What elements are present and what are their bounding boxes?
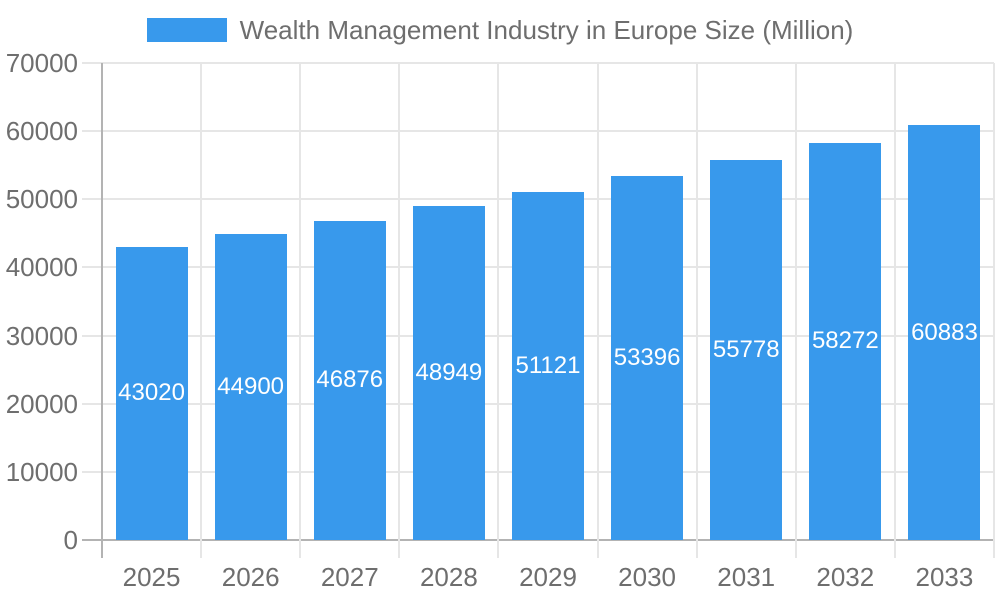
y-axis-tick-label: 10000	[5, 456, 78, 487]
gridline-horizontal	[82, 62, 994, 64]
bar-value-label: 58272	[811, 327, 879, 355]
gridline-vertical	[398, 63, 401, 558]
y-axis-tick-label: 70000	[5, 48, 78, 78]
x-axis-tick-label: 2032	[816, 562, 875, 592]
bar-2027	[313, 220, 386, 540]
gridline-vertical	[497, 63, 500, 558]
x-axis-tick-label: 2031	[717, 562, 776, 592]
gridline-vertical	[596, 63, 599, 558]
bar-2031	[710, 159, 783, 540]
chart-legend: Wealth Management Industry in Europe Siz…	[0, 14, 1000, 46]
bar-value-label: 60883	[911, 318, 978, 346]
bar-2030	[611, 176, 684, 540]
bar-2025	[115, 246, 188, 540]
x-axis-tick-label: 2025	[122, 562, 181, 592]
x-axis-tick-label: 2030	[618, 562, 677, 592]
gridline-vertical	[695, 63, 698, 558]
gridline-vertical	[993, 63, 995, 558]
x-axis-baseline	[82, 539, 994, 541]
gridline-vertical	[893, 63, 896, 558]
bar-value-label: 53396	[613, 344, 681, 372]
bar-2028	[412, 206, 485, 540]
bar-2029	[512, 191, 584, 540]
bar-value-label: 48949	[415, 359, 483, 387]
legend-swatch	[146, 18, 227, 42]
gridline-vertical	[299, 63, 302, 558]
bar-2033	[908, 125, 981, 540]
y-axis-tick-label: 40000	[5, 252, 78, 283]
y-axis-line	[101, 63, 103, 558]
x-axis-tick-label: 2029	[519, 562, 577, 592]
gridline-vertical	[794, 63, 797, 558]
bar-value-label: 44900	[217, 373, 285, 401]
bar-2026	[214, 234, 287, 540]
bar-2032	[809, 142, 882, 540]
x-axis-tick-label: 2033	[915, 562, 974, 592]
x-axis-tick-label: 2027	[320, 562, 379, 592]
gridline-vertical	[200, 63, 203, 558]
y-axis-tick-label: 20000	[5, 388, 78, 419]
y-axis-tick-label: 50000	[5, 184, 78, 215]
gridline-horizontal	[82, 130, 994, 133]
y-axis-tick-label: 60000	[5, 116, 78, 147]
bar-value-label: 46876	[316, 366, 384, 394]
x-axis-tick-label: 2028	[419, 562, 478, 592]
bar-value-label: 51121	[515, 351, 581, 379]
bar-value-label: 55778	[712, 335, 780, 363]
y-axis-tick-label: 30000	[5, 320, 78, 351]
bar-value-label: 43020	[118, 379, 185, 407]
y-axis-tick-label: 0	[63, 525, 78, 555]
x-axis-tick-label: 2026	[221, 562, 280, 592]
legend-label: Wealth Management Industry in Europe Siz…	[239, 15, 854, 45]
